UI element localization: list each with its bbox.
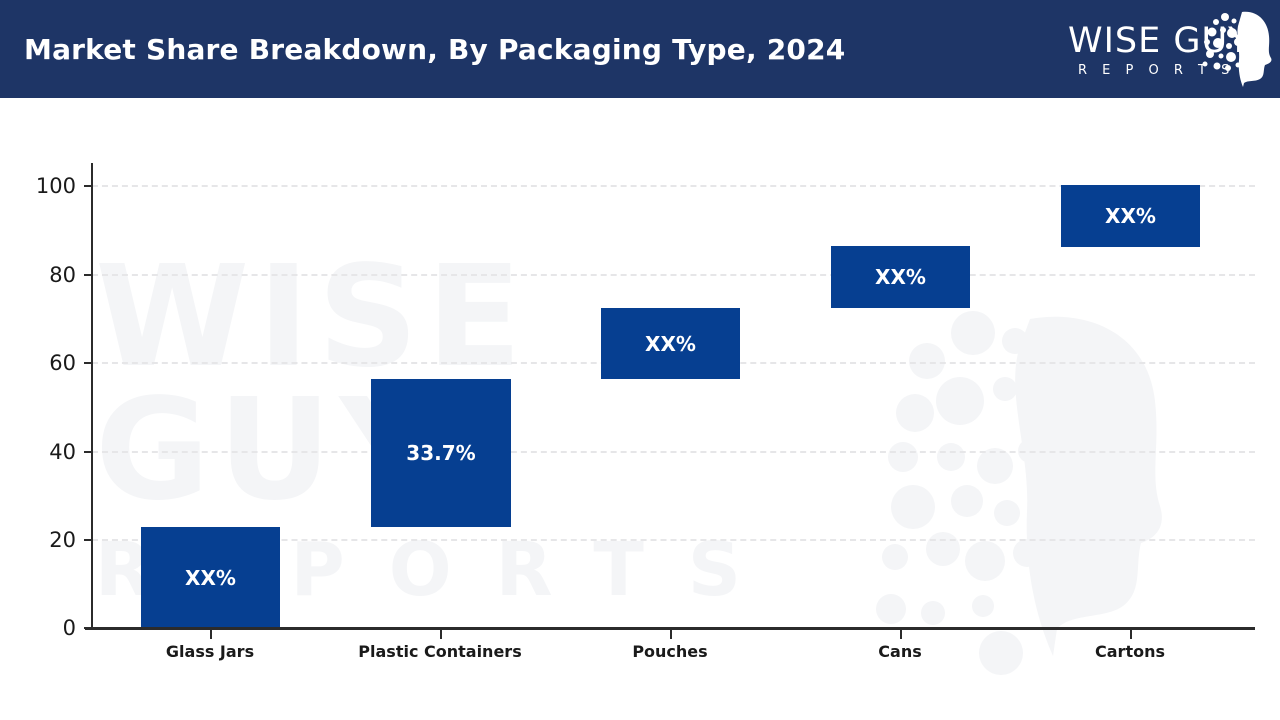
bar-label-plastic-containers: 33.7% (406, 441, 476, 465)
gridline-80 (92, 274, 1255, 276)
gridline-20 (92, 539, 1255, 541)
bar-label-cans: XX% (875, 265, 926, 289)
header-separator (0, 98, 1280, 101)
y-tick-80 (84, 274, 93, 276)
y-tick-label-100: 100 (35, 174, 76, 198)
bar-cartons[interactable]: XX% (1061, 185, 1200, 247)
page-header: Market Share Breakdown, By Packaging Typ… (0, 0, 1280, 98)
gridline-100 (92, 185, 1255, 187)
bar-glass-jars[interactable]: XX% (141, 527, 280, 628)
x-tick-label-cans: Cans (878, 642, 922, 661)
chart-plot-area: WISE GUY REPORTS (0, 101, 1280, 720)
gridline-40 (92, 451, 1255, 453)
y-tick-0 (84, 627, 93, 629)
x-tick-cartons (1130, 630, 1132, 639)
y-tick-40 (84, 451, 93, 453)
y-tick-label-60: 60 (49, 351, 76, 375)
y-tick-label-80: 80 (49, 263, 76, 287)
y-tick-100 (84, 185, 93, 187)
y-tick-label-0: 0 (62, 616, 76, 640)
bar-cans[interactable]: XX% (831, 246, 970, 308)
bar-label-glass-jars: XX% (185, 565, 236, 590)
bar-pouches[interactable]: XX% (601, 308, 740, 379)
x-tick-label-pouches: Pouches (632, 642, 708, 661)
bar-label-pouches: XX% (645, 331, 696, 356)
x-tick-cans (900, 630, 902, 639)
x-tick-label-glass-jars: Glass Jars (165, 642, 255, 661)
bar-label-cartons: XX% (1105, 204, 1156, 228)
bar-plastic-containers[interactable]: 33.7% (371, 379, 511, 527)
x-tick-glass-jars (210, 630, 212, 639)
svg-text:R E P O R T S: R E P O R T S (1078, 63, 1235, 78)
x-tick-label-plastic-containers: Plastic Containers (358, 642, 522, 661)
page-title: Market Share Breakdown, By Packaging Typ… (24, 32, 846, 66)
x-tick-pouches (670, 630, 672, 639)
x-tick-label-cartons: Cartons (1095, 642, 1165, 661)
wise-guy-reports-logo: WISE GUY R E P O R T S (1062, 8, 1274, 90)
y-tick-20 (84, 539, 93, 541)
y-tick-label-40: 40 (49, 440, 76, 464)
y-tick-label-20: 20 (49, 528, 76, 552)
y-tick-60 (84, 362, 93, 364)
x-axis-line (85, 627, 1255, 630)
x-tick-plastic-containers (440, 630, 442, 639)
y-axis-line (91, 163, 93, 629)
